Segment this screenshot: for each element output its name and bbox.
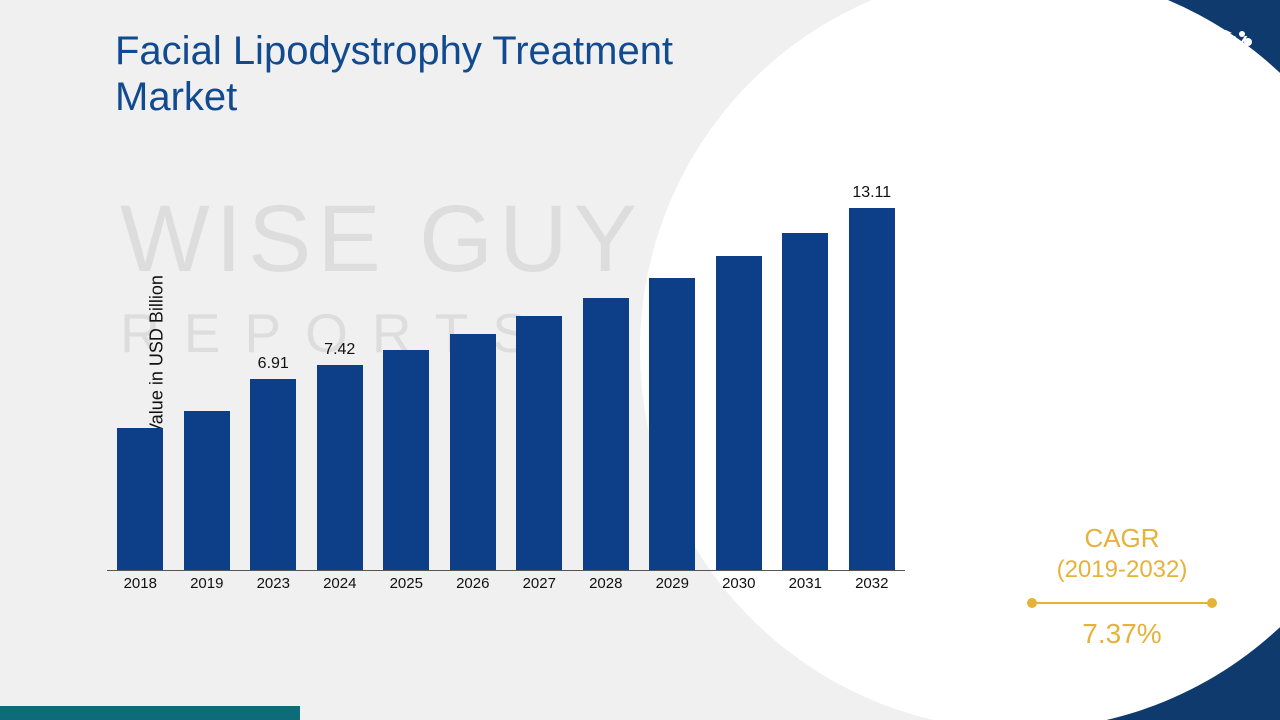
bar-slot (639, 170, 706, 570)
bar-slot: 6.91 (240, 170, 307, 570)
x-tick-label: 2018 (107, 575, 174, 592)
plot-area: 6.91 7.42 13.11 (107, 170, 905, 570)
brain-icon (1198, 24, 1258, 84)
bar-slot (772, 170, 839, 570)
bar-slot (706, 170, 773, 570)
x-axis-line (107, 570, 905, 571)
x-tick-label: 2023 (240, 575, 307, 592)
bar-slot (440, 170, 507, 570)
bar (317, 365, 363, 570)
bar-slot: 7.42 (307, 170, 374, 570)
bar-slot (506, 170, 573, 570)
bar (583, 298, 629, 570)
bar (782, 233, 828, 570)
bar-value-label: 6.91 (258, 355, 289, 373)
x-tick-label: 2024 (307, 575, 374, 592)
page-title: Facial Lipodystrophy Treatment Market (115, 28, 765, 120)
bar-chart: Market Value in USD Billion 6.917.4213.1… (65, 170, 905, 600)
bar-slot: 13.11 (839, 170, 906, 570)
bar-value-label: 7.42 (324, 341, 355, 359)
bar (117, 428, 163, 570)
bar-value-label: 13.11 (852, 184, 891, 202)
cagr-title: CAGR (1012, 523, 1232, 554)
bar-slot (174, 170, 241, 570)
x-tick-label: 2027 (506, 575, 573, 592)
x-tick-label: 2031 (772, 575, 839, 592)
x-tick-label: 2032 (839, 575, 906, 592)
x-tick-label: 2029 (639, 575, 706, 592)
bar (716, 256, 762, 570)
bar (450, 334, 496, 570)
bar (250, 379, 296, 570)
x-tick-label: 2028 (573, 575, 640, 592)
brand-logo: WISE GUY REPORTS (1104, 30, 1250, 79)
bar-slot (107, 170, 174, 570)
bar (383, 350, 429, 570)
cagr-block: CAGR (2019-2032) 7.37% (1012, 523, 1232, 650)
x-axis-labels: 2018201920232024202520262027202820292030… (107, 575, 905, 592)
bar (649, 278, 695, 570)
cagr-value: 7.37% (1012, 618, 1232, 650)
bar-slot (573, 170, 640, 570)
cagr-divider (1032, 602, 1212, 604)
bar (184, 411, 230, 570)
x-tick-label: 2026 (440, 575, 507, 592)
bars-container: 6.91 7.42 13.11 (107, 170, 905, 570)
x-tick-label: 2030 (706, 575, 773, 592)
x-tick-label: 2019 (174, 575, 241, 592)
bar-slot (373, 170, 440, 570)
infographic-canvas: WISE GUY REPORTS Facial Lipodystrophy Tr… (0, 0, 1280, 720)
cagr-period: (2019-2032) (1012, 556, 1232, 584)
bottom-accent-bar (0, 706, 300, 720)
bar (516, 316, 562, 570)
bar (849, 208, 895, 570)
x-tick-label: 2025 (373, 575, 440, 592)
